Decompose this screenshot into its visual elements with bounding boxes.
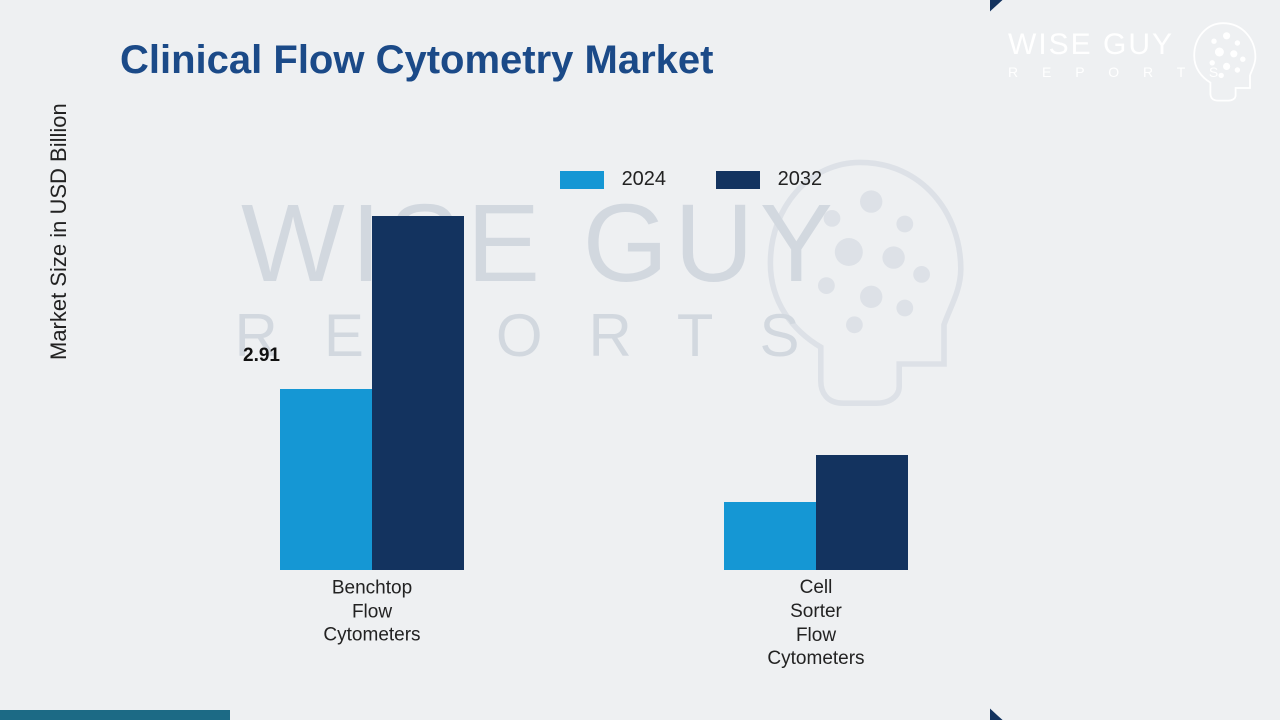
y-axis-label: Market Size in USD Billion xyxy=(46,103,72,360)
report-slide: Clinical Flow Cytometry Market WISE GUY … xyxy=(0,0,1280,720)
brand-logo: WISE GUY R E P O R T S xyxy=(1008,28,1248,80)
bar-group-benchtop xyxy=(280,216,464,570)
brand-subtitle: R E P O R T S xyxy=(1008,64,1248,80)
legend-swatch-2032 xyxy=(716,171,760,189)
legend-label-2024: 2024 xyxy=(622,168,667,190)
value-label-benchtop-y2024: 2.91 xyxy=(243,345,280,367)
chart-title: Clinical Flow Cytometry Market xyxy=(120,38,713,83)
chart-plot-area: BenchtopFlowCytometersCellSorterFlowCyto… xyxy=(110,200,1010,570)
legend-item-2024: 2024 xyxy=(560,168,666,191)
bar-cellsorter-y2032 xyxy=(816,455,908,570)
bar-benchtop-y2024 xyxy=(280,389,372,570)
bar-cellsorter-y2024 xyxy=(724,502,816,570)
bottom-accent-bar xyxy=(0,710,230,720)
category-label-cellsorter: CellSorterFlowCytometers xyxy=(736,576,896,671)
brand-name: WISE GUY xyxy=(1008,28,1248,62)
legend-item-2032: 2032 xyxy=(716,168,822,191)
legend-label-2032: 2032 xyxy=(778,168,823,190)
legend-swatch-2024 xyxy=(560,171,604,189)
bar-group-cellsorter xyxy=(724,455,908,570)
bar-benchtop-y2032 xyxy=(372,216,464,570)
category-label-benchtop: BenchtopFlowCytometers xyxy=(292,576,452,647)
legend: 2024 2032 xyxy=(560,168,822,191)
